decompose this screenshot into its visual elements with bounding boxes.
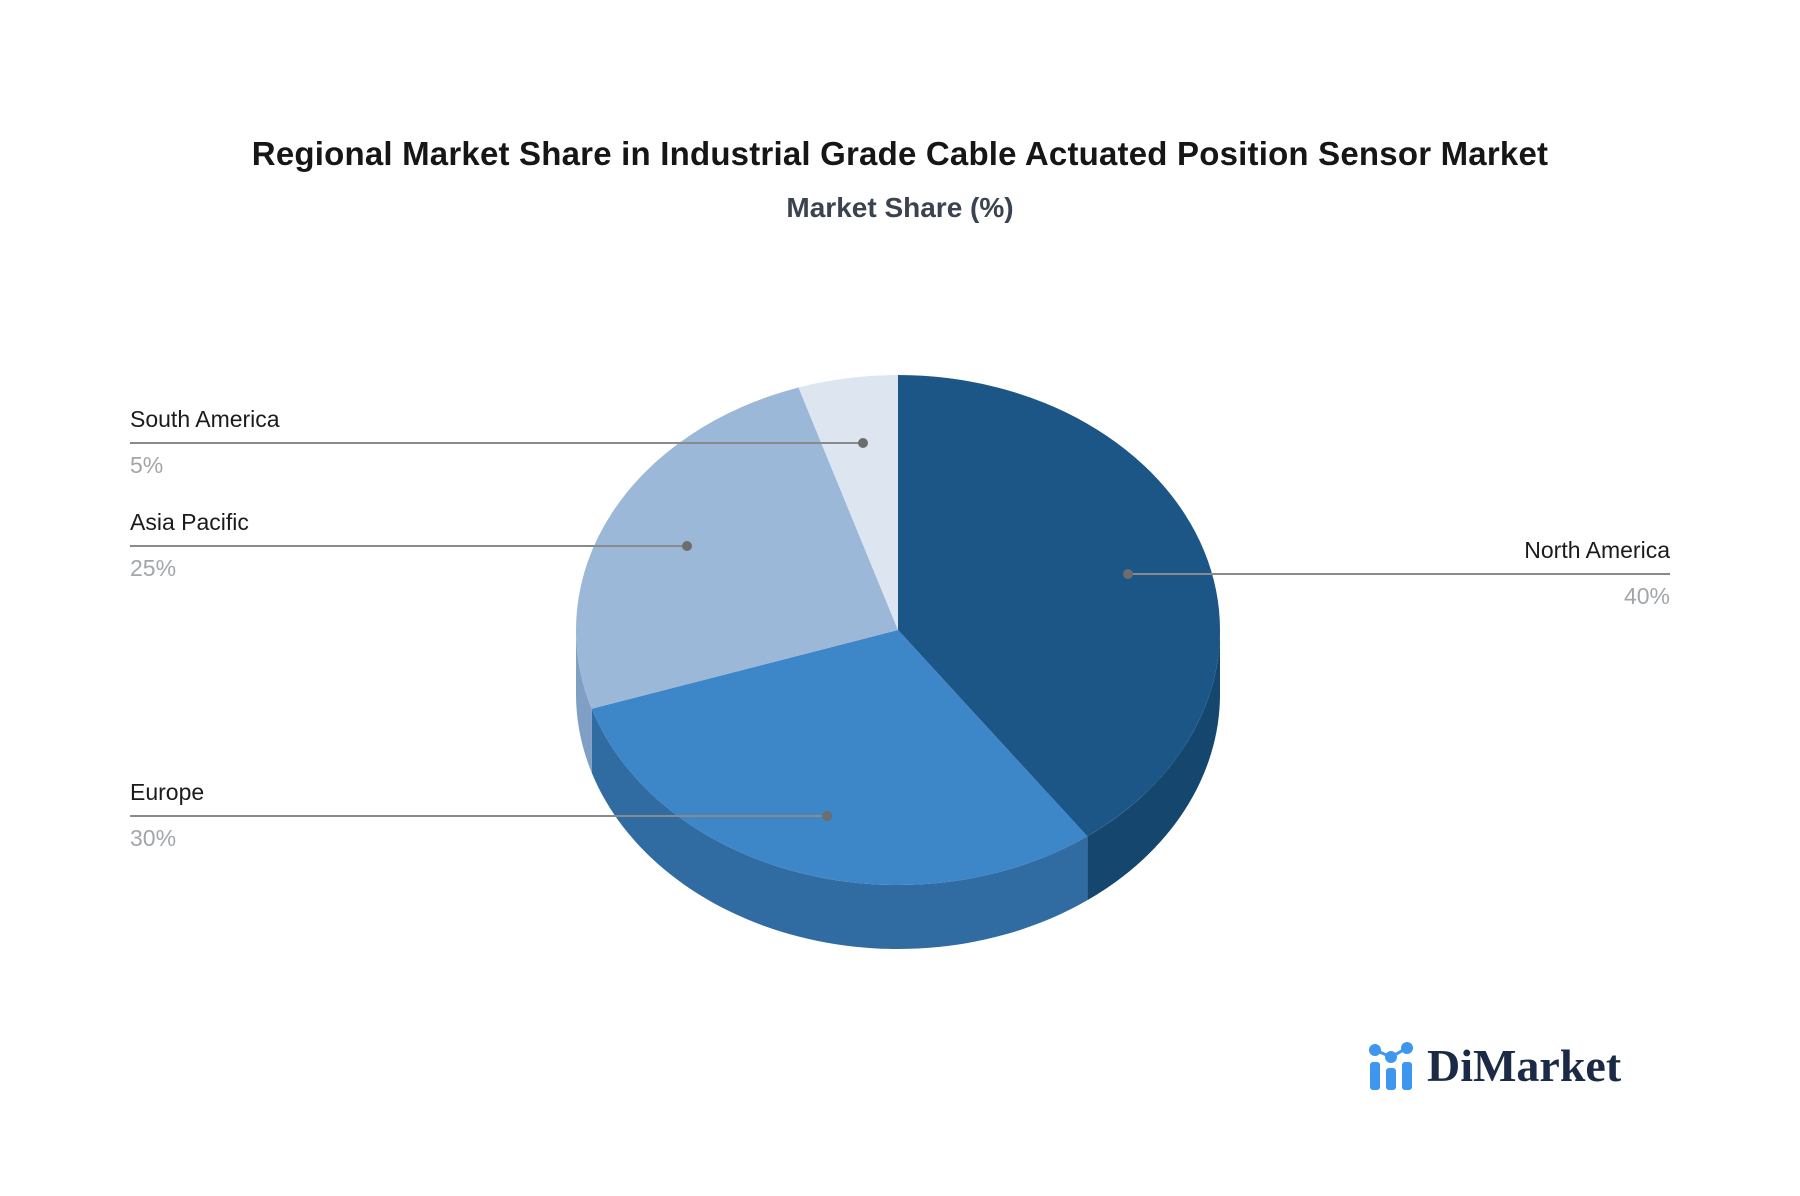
logo-text: DiMarket xyxy=(1427,1040,1622,1091)
callout-south-america: South America 5% xyxy=(130,405,280,479)
slice-label-north-america: North America xyxy=(1524,537,1670,563)
dimarket-logo: DiMarket xyxy=(1367,1040,1621,1092)
slice-label-asia-pacific: Asia Pacific xyxy=(130,509,249,535)
pie-slice-europe[interactable] xyxy=(591,630,1088,886)
pie-slice-side-asia-pacific xyxy=(576,630,592,773)
leader-dot-europe xyxy=(822,811,832,821)
callout-north-america: North America 40% xyxy=(1524,536,1670,610)
slice-value-north-america: 40% xyxy=(1623,583,1670,609)
slice-value-europe: 30% xyxy=(130,825,177,851)
pie-slice-side-europe xyxy=(591,708,1088,949)
slice-label-south-america: South America xyxy=(130,406,280,432)
slice-label-europe: Europe xyxy=(130,779,205,805)
leader-dot-south-america xyxy=(858,438,868,448)
callout-asia-pacific: Asia Pacific 25% xyxy=(130,508,249,582)
pie-slice-asia-pacific[interactable] xyxy=(576,387,898,709)
callout-europe: Europe 30% xyxy=(130,778,204,852)
leader-lines xyxy=(130,438,1670,821)
bar-line-chart-icon xyxy=(1369,1042,1413,1090)
chart-subtitle: Market Share (%) xyxy=(786,192,1014,223)
leader-dot-north-america xyxy=(1123,569,1133,579)
pie-slice-side-north-america xyxy=(1087,630,1220,901)
chart-title: Regional Market Share in Industrial Grad… xyxy=(251,135,1549,172)
leader-dot-asia-pacific xyxy=(682,541,692,551)
pie-slice-north-america[interactable] xyxy=(898,375,1220,837)
pie-slice-south-america[interactable] xyxy=(798,375,898,630)
pie-3d-sides xyxy=(576,630,1220,949)
slice-value-south-america: 5% xyxy=(130,452,164,478)
slice-value-asia-pacific: 25% xyxy=(130,555,177,581)
pie-top-faces xyxy=(576,375,1220,886)
